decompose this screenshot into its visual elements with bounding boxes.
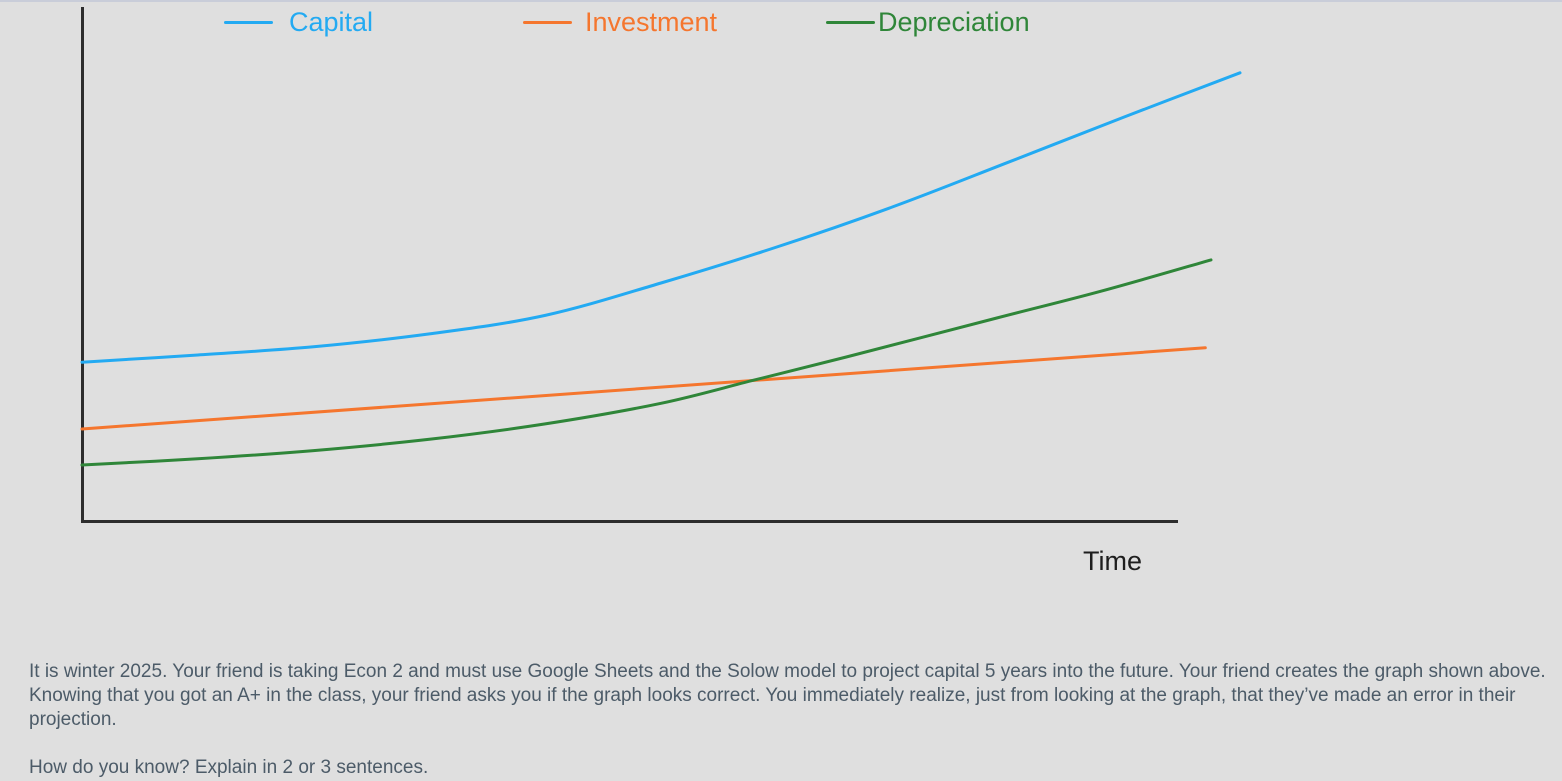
legend-item-capital: Capital xyxy=(224,7,373,38)
depreciation-line-swatch-icon xyxy=(826,21,875,24)
question-prompt: How do you know? Explain in 2 or 3 sente… xyxy=(29,757,429,778)
chart-legend: Capital Investment Depreciation xyxy=(0,7,1562,39)
legend-item-depreciation: Depreciation xyxy=(826,7,1030,38)
depreciation-legend-label: Depreciation xyxy=(878,7,1030,37)
investment-line xyxy=(80,346,1207,431)
capital-legend-label: Capital xyxy=(289,7,374,37)
investment-legend-label: Investment xyxy=(585,7,718,37)
x-axis-label: Time xyxy=(1083,546,1142,576)
question-block: It is winter 2025. Your friend is taking… xyxy=(29,660,1553,780)
page-top-border xyxy=(0,0,1562,2)
question-paragraph: It is winter 2025. Your friend is taking… xyxy=(29,661,1546,730)
chart-canvas: Time xyxy=(80,7,1242,576)
capital-line-swatch-icon xyxy=(224,21,273,24)
legend-item-investment: Investment xyxy=(523,7,717,38)
solow-projection-chart: Time Capital Investment Depreciation xyxy=(0,2,1562,602)
capital-line xyxy=(80,71,1242,364)
depreciation-line xyxy=(80,258,1213,467)
investment-line-swatch-icon xyxy=(523,21,572,24)
